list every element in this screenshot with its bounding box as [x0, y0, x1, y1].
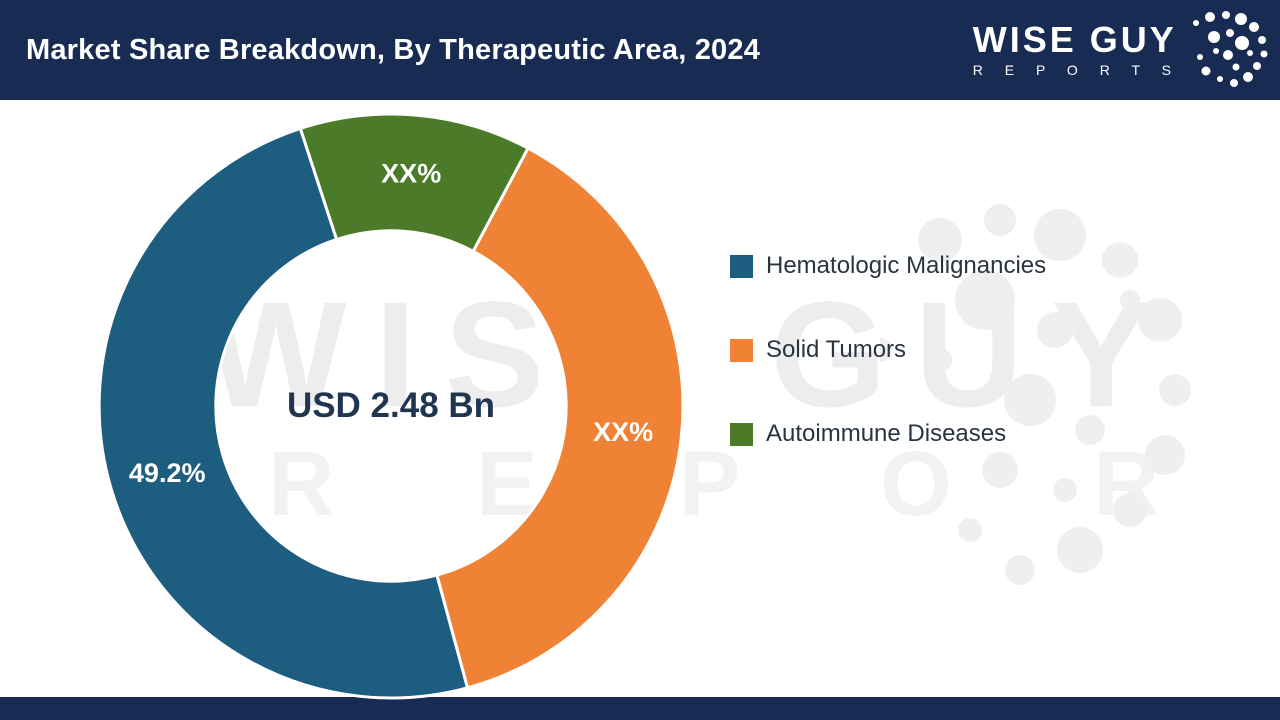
legend-swatch-green	[730, 422, 753, 446]
watermark-wordmark-line2: R E P O R T S	[268, 433, 1280, 535]
chart-legend: Hematologic Malignancies Solid Tumors Au…	[730, 252, 1046, 504]
brand-logo-text: WISE GUY R E P O R T S	[972, 19, 1180, 79]
brand-logo: WISE GUY R E P O R T S	[973, 7, 1270, 93]
brand-face-dots-icon	[1193, 11, 1268, 87]
legend-item-solid-tumors: Solid Tumors	[730, 336, 1046, 364]
segment-percentage-label-2: XX%	[593, 417, 653, 447]
legend-item-autoimmune-diseases: Autoimmune Diseases	[730, 420, 1046, 448]
legend-swatch-blue	[730, 254, 753, 278]
donut-segment-2	[435, 146, 685, 690]
donut-chart-svg: 49.2% XX% XX%	[97, 112, 685, 700]
chart-center-value: USD 2.48 Bn	[286, 386, 496, 425]
legend-label: Hematologic Malignancies	[766, 252, 1047, 279]
legend-label: Autoimmune Diseases	[766, 420, 1007, 447]
footer-bar	[0, 697, 1280, 720]
page-title: Market Share Breakdown, By Therapeutic A…	[26, 33, 761, 66]
donut-chart: 49.2% XX% XX% USD 2.48 Bn	[96, 111, 686, 701]
header-bar: Market Share Breakdown, By Therapeutic A…	[0, 0, 1280, 100]
watermark-face-dots	[880, 204, 1191, 585]
brand-name: WISE GUY	[972, 19, 1177, 60]
segment-percentage-label-0: 49.2%	[129, 458, 206, 488]
legend-swatch-orange	[730, 338, 753, 362]
brand-tagline: R E P O R T S	[972, 62, 1180, 78]
legend-item-hematologic-malignancies: Hematologic Malignancies	[730, 252, 1046, 280]
donut-segment-0	[97, 126, 470, 700]
segment-percentage-label-1: XX%	[381, 158, 441, 188]
legend-label: Solid Tumors	[766, 336, 907, 363]
